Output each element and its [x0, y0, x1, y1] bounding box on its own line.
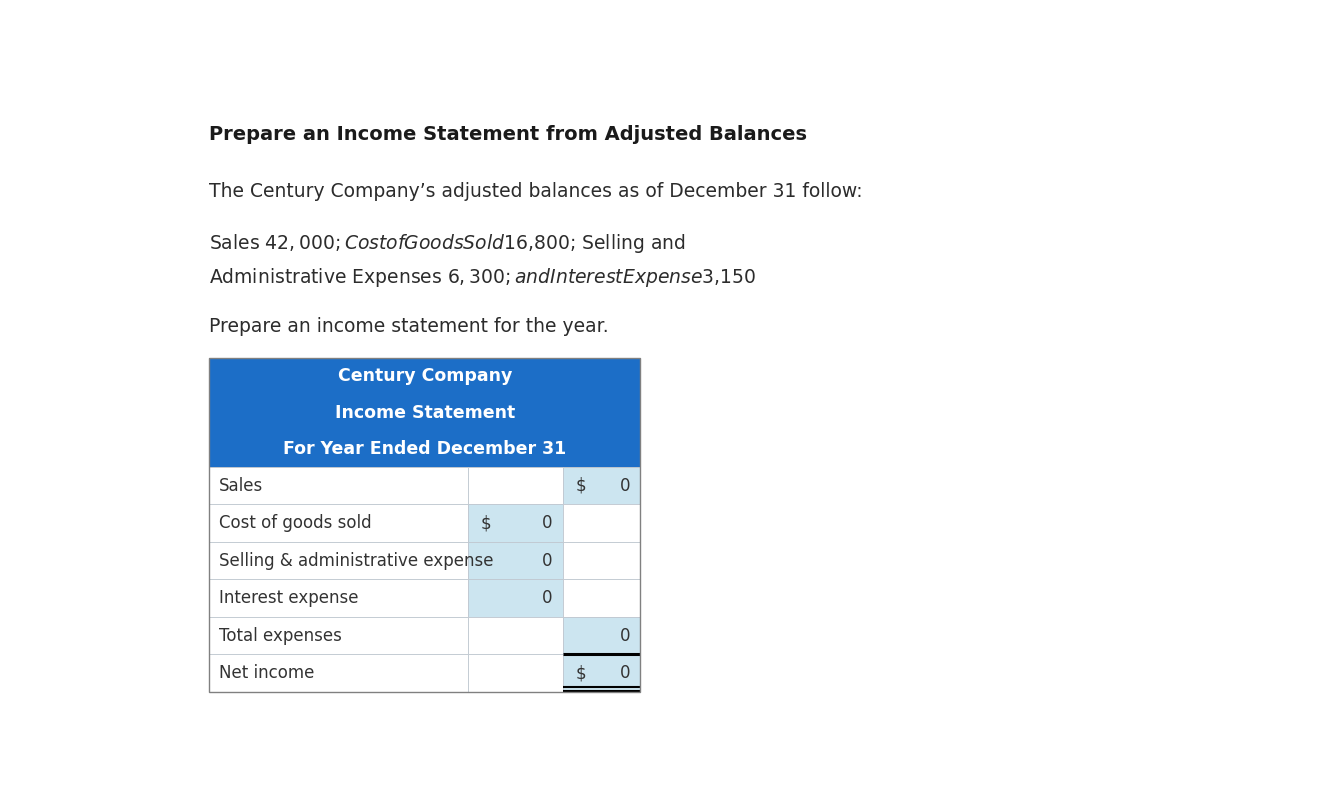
Bar [563, 579, 641, 617]
Bar [209, 467, 468, 504]
Text: Sales $42,000; Cost of Goods Sold $16,800; Selling and: Sales $42,000; Cost of Goods Sold $16,80… [209, 232, 685, 255]
Text: 0: 0 [542, 589, 552, 607]
Bar [209, 358, 641, 692]
Bar [468, 654, 563, 692]
Text: For Year Ended December 31: For Year Ended December 31 [283, 440, 566, 458]
Bar [209, 542, 468, 579]
Text: Total expenses: Total expenses [219, 627, 342, 645]
Text: Net income: Net income [219, 664, 314, 682]
Text: 0: 0 [620, 664, 630, 682]
Bar [468, 579, 563, 617]
Text: Income Statement: Income Statement [335, 404, 515, 422]
Bar [209, 358, 641, 467]
Bar [468, 617, 563, 654]
Bar [563, 617, 641, 654]
Text: Administrative Expenses $6,300; and Interest Expense $3,150: Administrative Expenses $6,300; and Inte… [209, 266, 756, 289]
Bar [563, 504, 641, 542]
Text: Sales: Sales [219, 477, 263, 495]
Text: 0: 0 [542, 514, 552, 532]
Bar [209, 654, 468, 692]
Bar [563, 654, 641, 692]
Bar [563, 467, 641, 504]
Bar [468, 504, 563, 542]
Bar [209, 579, 468, 617]
Text: $: $ [575, 664, 586, 682]
Bar [468, 542, 563, 579]
Text: Cost of goods sold: Cost of goods sold [219, 514, 371, 532]
Text: $: $ [575, 477, 586, 495]
Text: Selling & administrative expense: Selling & administrative expense [219, 551, 493, 569]
Text: Interest expense: Interest expense [219, 589, 358, 607]
Text: Prepare an Income Statement from Adjusted Balances: Prepare an Income Statement from Adjuste… [209, 126, 807, 144]
Text: The Century Company’s adjusted balances as of December 31 follow:: The Century Company’s adjusted balances … [209, 182, 862, 200]
Text: 0: 0 [620, 477, 630, 495]
Bar [209, 504, 468, 542]
Text: Century Company: Century Company [338, 367, 512, 385]
Text: 0: 0 [620, 627, 630, 645]
Bar [209, 617, 468, 654]
Text: Prepare an income statement for the year.: Prepare an income statement for the year… [209, 317, 609, 336]
Bar [468, 467, 563, 504]
Text: 0: 0 [542, 551, 552, 569]
Bar [563, 542, 641, 579]
Text: $: $ [480, 514, 491, 532]
